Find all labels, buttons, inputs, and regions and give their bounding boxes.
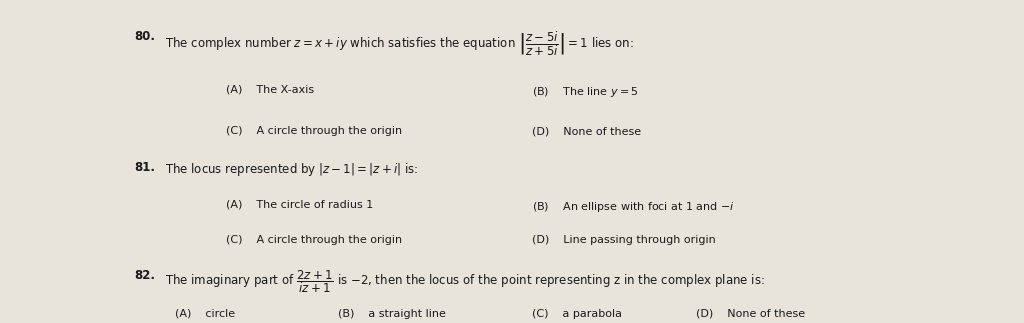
Text: The locus represented by $|z-1| = |z+i|$ is:: The locus represented by $|z-1| = |z+i|$… [165, 162, 418, 179]
Text: (D)    None of these: (D) None of these [696, 309, 805, 319]
Text: (D)    None of these: (D) None of these [532, 126, 642, 136]
Text: 82.: 82. [134, 269, 156, 282]
Text: The imaginary part of $\dfrac{2z+1}{iz+1}$ is $-2$, then the locus of the point : The imaginary part of $\dfrac{2z+1}{iz+1… [165, 269, 765, 296]
Text: (A)    The circle of radius 1: (A) The circle of radius 1 [226, 200, 374, 210]
Text: (C)    a parabola: (C) a parabola [532, 309, 623, 319]
Text: 81.: 81. [134, 162, 156, 174]
Text: (B)    a straight line: (B) a straight line [338, 309, 446, 319]
Text: (B)    The line $y = 5$: (B) The line $y = 5$ [532, 85, 639, 99]
Text: (C)    A circle through the origin: (C) A circle through the origin [226, 235, 402, 245]
Text: (A)    The X-axis: (A) The X-axis [226, 85, 314, 95]
Text: (D)    Line passing through origin: (D) Line passing through origin [532, 235, 716, 245]
Text: 80.: 80. [134, 30, 156, 43]
Text: The complex number $z = x + iy$ which satisfies the equation $\left|\dfrac{z-5i}: The complex number $z = x + iy$ which sa… [165, 30, 634, 58]
Text: (B)    An ellipse with foci at 1 and $-i$: (B) An ellipse with foci at 1 and $-i$ [532, 200, 735, 214]
Text: (A)    circle: (A) circle [175, 309, 236, 319]
Text: (C)    A circle through the origin: (C) A circle through the origin [226, 126, 402, 136]
